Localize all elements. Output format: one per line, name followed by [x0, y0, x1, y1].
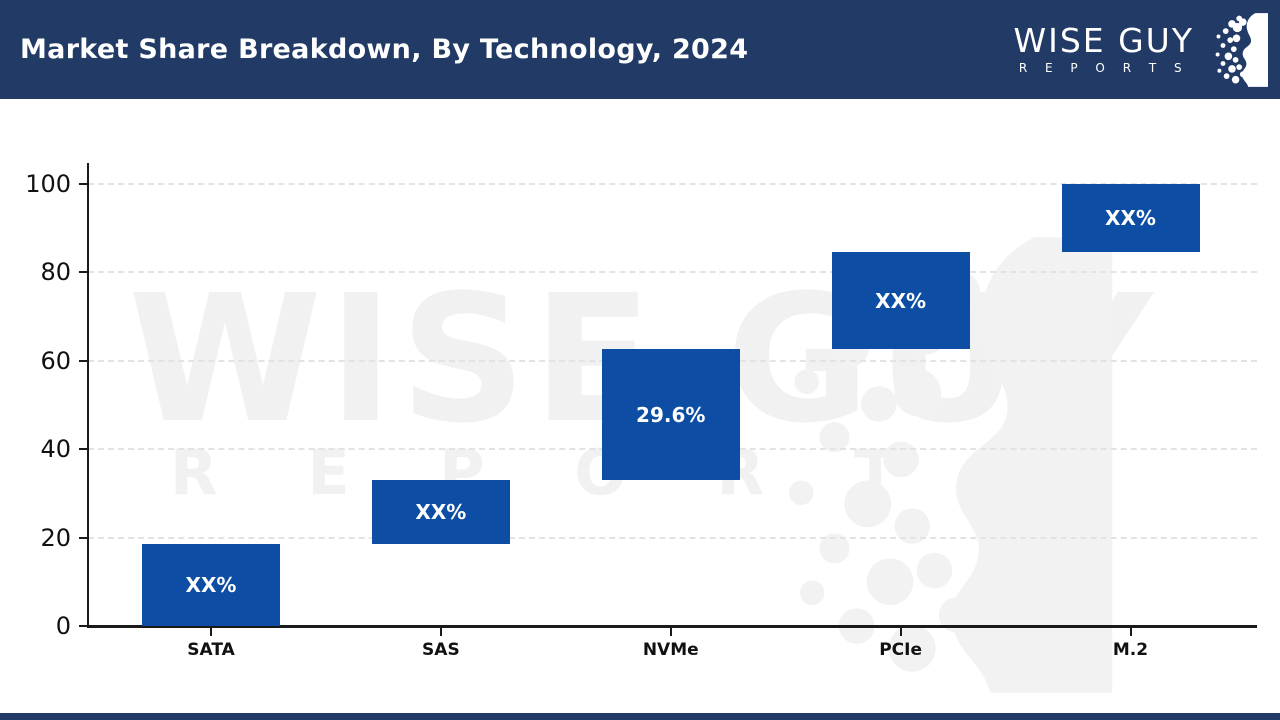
- bar-SATA: XX%: [142, 544, 280, 626]
- bar-NVMe: 29.6%: [601, 349, 740, 481]
- y-tick-label-20: 20: [40, 523, 71, 552]
- x-axis-spine: [87, 625, 1257, 628]
- y-tick-label-80: 80: [40, 258, 71, 287]
- y-tick-80: [79, 271, 88, 274]
- gridline-100: [88, 183, 1257, 185]
- y-tick-60: [79, 359, 88, 362]
- gridline-20: [88, 536, 1257, 539]
- logo-text: WISE GUY R E P O R T S: [1013, 24, 1194, 75]
- x-tick-label-NVMe: NVMe: [642, 640, 699, 660]
- y-tick-label-0: 0: [55, 612, 71, 640]
- page-title: Market Share Breakdown, By Technology, 2…: [20, 34, 749, 65]
- y-tick-100: [79, 183, 88, 185]
- logo-wordmark: WISE GUY: [1013, 21, 1194, 61]
- y-tick-0: [79, 625, 88, 627]
- x-tick-label-M.2: M.2: [1112, 640, 1149, 660]
- brand-logo: WISE GUY R E P O R T S: [1013, 8, 1268, 92]
- bar-value-label-M.2: XX%: [1105, 206, 1156, 231]
- y-tick-40: [79, 448, 88, 451]
- x-tick-PCIe: [899, 628, 902, 636]
- x-tick-SAS: [439, 628, 442, 636]
- footer-bar: [0, 713, 1280, 720]
- x-tick-M.2: [1129, 628, 1132, 636]
- y-axis-spine: [87, 163, 89, 627]
- y-tick-label-100: 100: [25, 170, 71, 198]
- gridline-80: [88, 271, 1257, 274]
- bar-SAS: XX%: [371, 480, 510, 545]
- x-tick-SATA: [210, 628, 212, 636]
- bar-M.2: XX%: [1061, 184, 1200, 253]
- y-tick-label-40: 40: [40, 435, 71, 464]
- x-tick-label-SATA: SATA: [187, 640, 235, 660]
- bar-value-label-NVMe: 29.6%: [636, 402, 706, 427]
- bar-value-label-PCIe: XX%: [875, 288, 927, 313]
- bar-value-label-SATA: XX%: [185, 573, 237, 598]
- bar-value-label-SAS: XX%: [415, 500, 467, 525]
- x-tick-NVMe: [669, 628, 672, 636]
- bar-PCIe: XX%: [831, 252, 970, 350]
- logo-face-icon: [1215, 12, 1268, 87]
- header: Market Share Breakdown, By Technology, 2…: [0, 0, 1280, 99]
- y-tick-label-60: 60: [40, 346, 71, 375]
- y-tick-20: [79, 536, 88, 539]
- x-tick-label-SAS: SAS: [422, 640, 460, 660]
- x-tick-label-PCIe: PCIe: [879, 640, 923, 660]
- logo-subtitle: R E P O R T S: [1018, 60, 1189, 75]
